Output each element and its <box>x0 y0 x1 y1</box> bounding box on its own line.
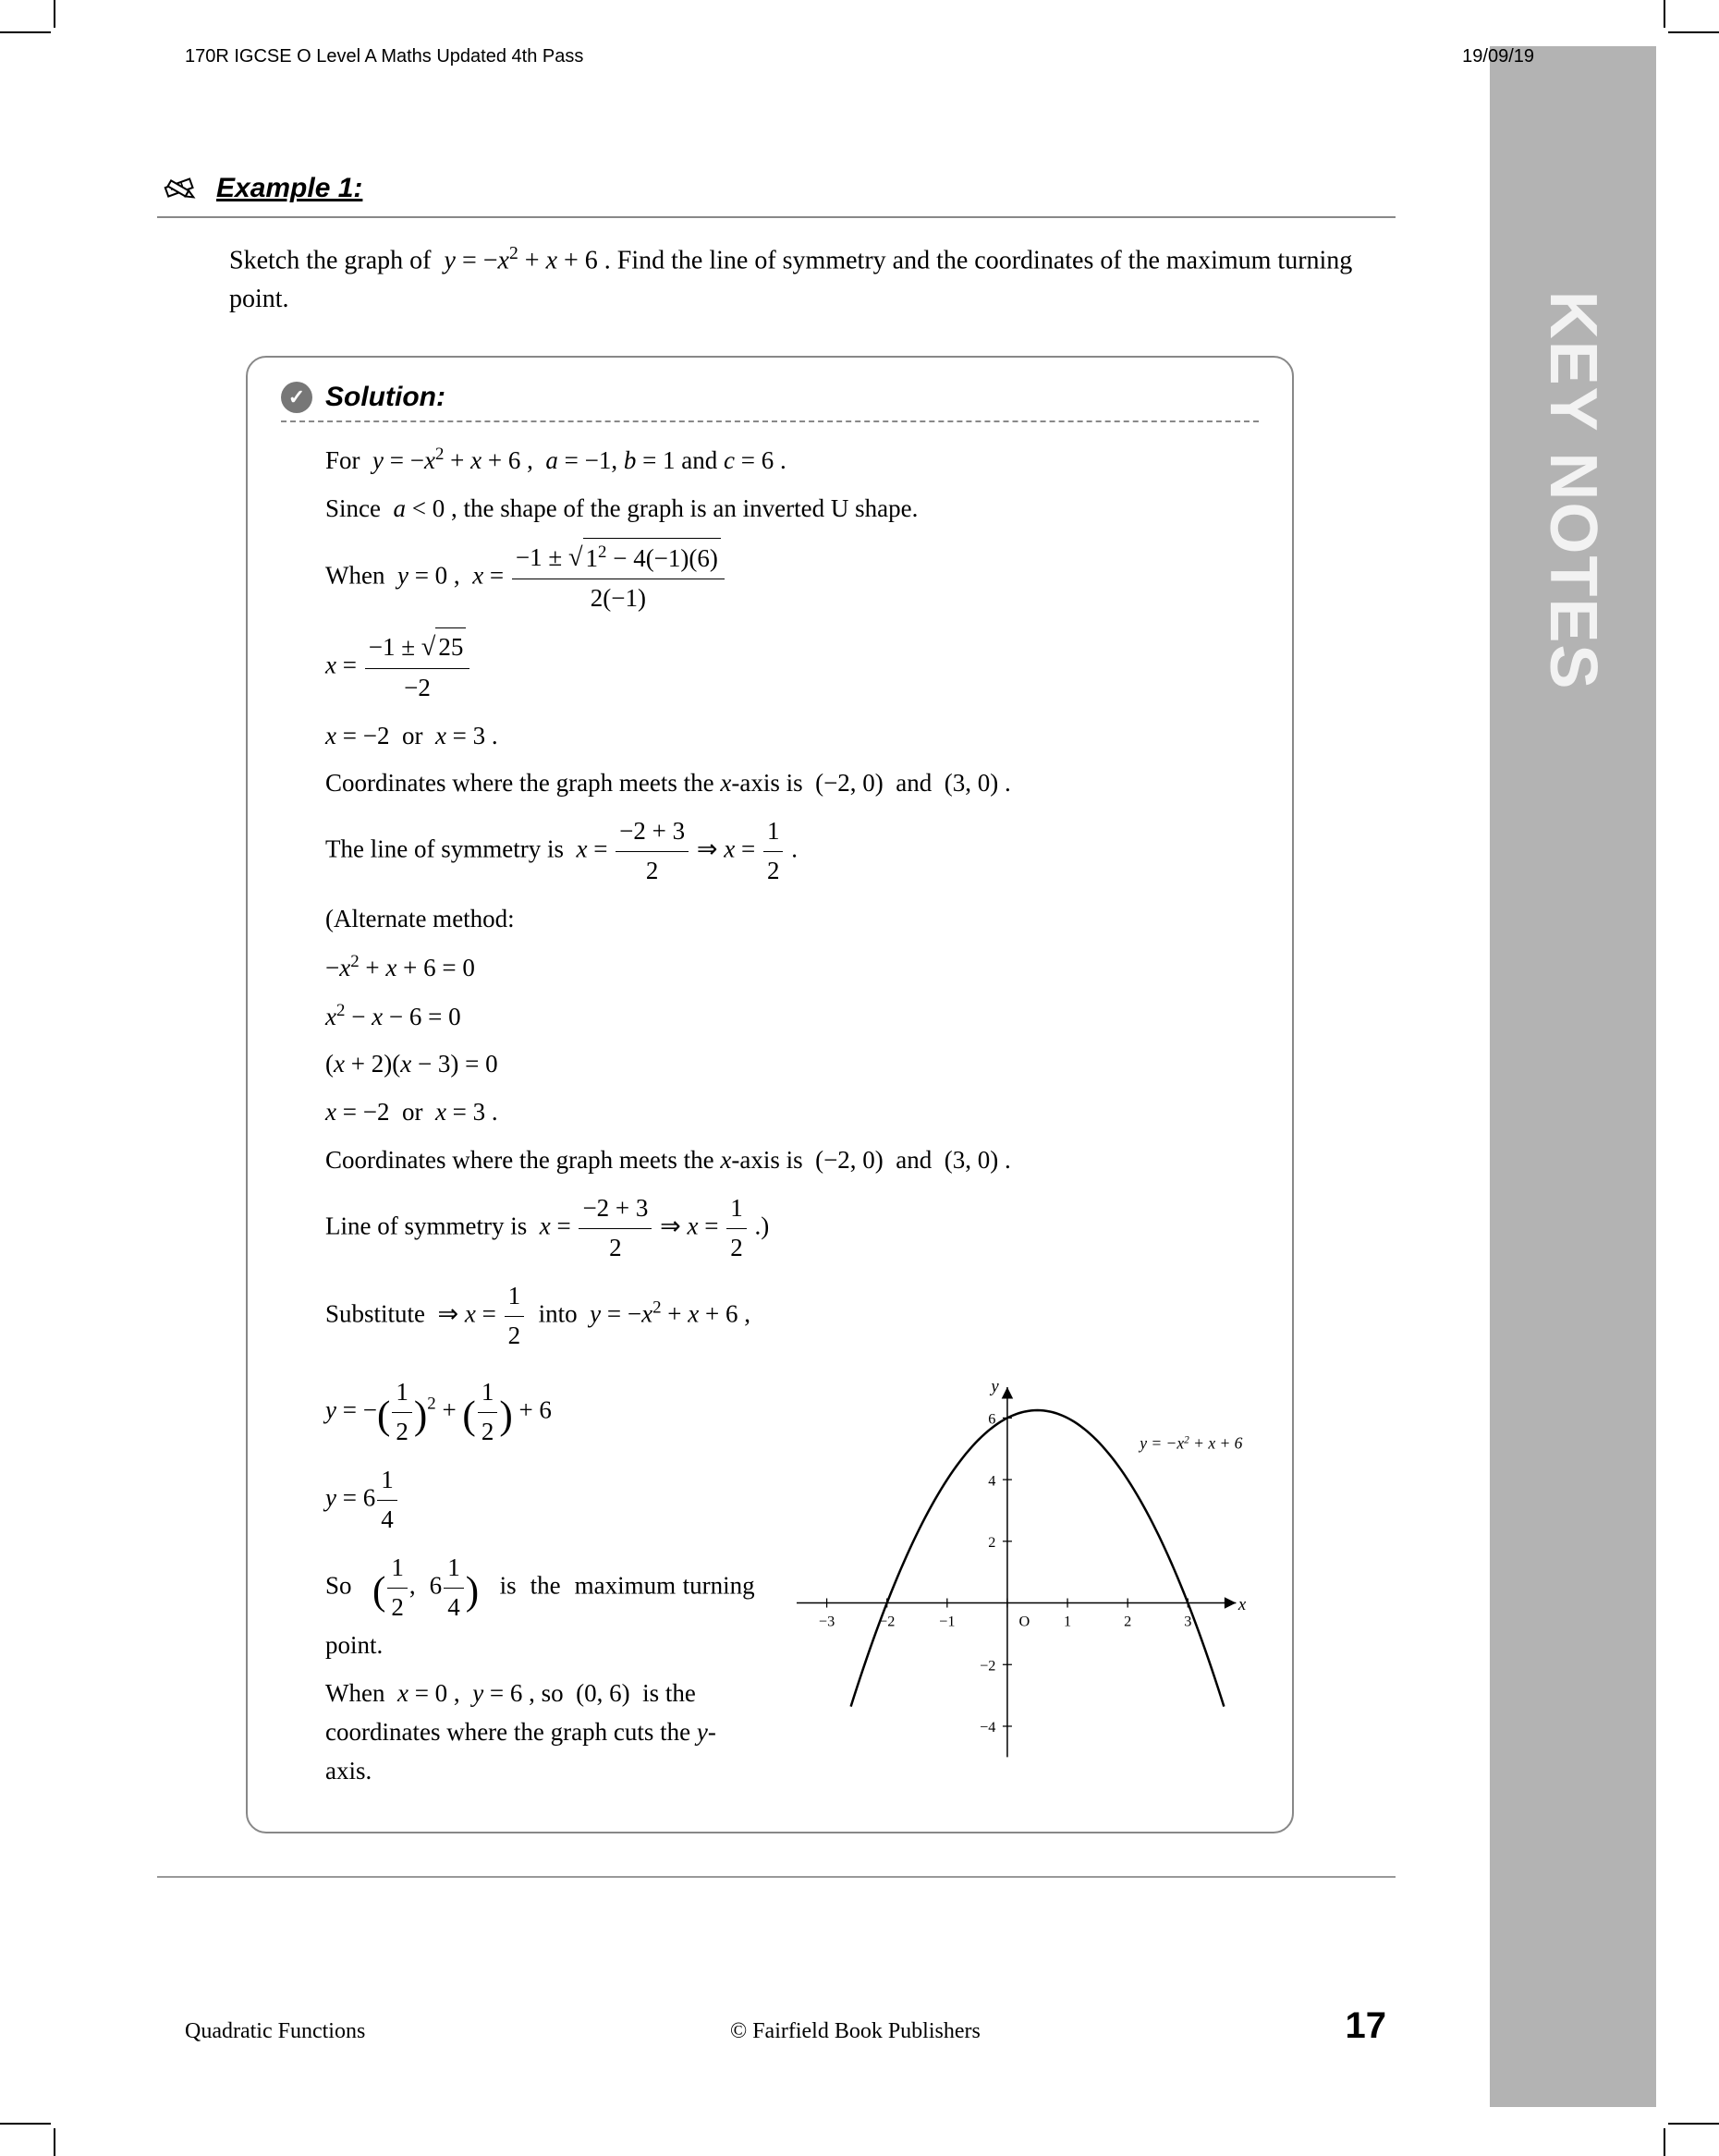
sol-line: For y = −x2 + x + 6 , a = −1, b = 1 and … <box>325 441 1259 481</box>
header-right: 19/09/19 <box>1462 46 1534 67</box>
crop-mark <box>1668 31 1719 33</box>
solution-title: Solution: <box>325 382 445 413</box>
sol-line: Coordinates where the graph meets the x-… <box>325 764 1259 803</box>
header-left: 170R IGCSE O Level A Maths Updated 4th P… <box>185 46 583 67</box>
sol-line: y = −(12)2 + (12) + 6 <box>325 1373 755 1452</box>
example-prompt: Sketch the graph of y = −x2 + x + 6 . Fi… <box>229 240 1396 319</box>
svg-text:−1: −1 <box>939 1614 955 1630</box>
crop-mark <box>1668 2123 1719 2125</box>
crop-mark <box>1664 0 1665 28</box>
check-icon: ✓ <box>281 382 312 413</box>
sol-line: x = −2 or x = 3 . <box>325 1093 1259 1132</box>
footer-center: © Fairfield Book Publishers <box>730 2019 981 2044</box>
svg-text:2: 2 <box>988 1534 995 1551</box>
crop-mark <box>54 0 55 28</box>
svg-text:x: x <box>1237 1595 1246 1614</box>
sol-line: Line of symmetry is x = −2 + 32 ⇒ x = 12… <box>325 1189 1259 1268</box>
svg-text:2: 2 <box>1124 1614 1131 1630</box>
solution-box: ✓ Solution: For y = −x2 + x + 6 , a = −1… <box>246 356 1294 1833</box>
crop-mark <box>0 2123 51 2125</box>
two-col: y = −(12)2 + (12) + 6 y = 614 So (12, 61… <box>325 1364 1259 1799</box>
pencil-ruler-icon <box>157 166 201 211</box>
separator <box>157 1876 1396 1878</box>
parabola-graph: −3−2−1123−4−2246Oxyy = −x2 + x + 6 <box>774 1364 1259 1780</box>
solution-header: ✓ Solution: <box>281 382 1259 422</box>
sol-line: When y = 0 , x = −1 ± √12 − 4(−1)(6) 2(−… <box>325 538 1259 618</box>
sol-line: x = −1 ± √25 −2 <box>325 627 1259 708</box>
sol-line: x = −2 or x = 3 . <box>325 717 1259 756</box>
page-footer: Quadratic Functions © Fairfield Book Pub… <box>185 2005 1386 2047</box>
svg-text:−4: −4 <box>980 1720 995 1736</box>
sol-line: y = 614 <box>325 1461 755 1540</box>
example-label: Example 1: <box>216 173 362 204</box>
svg-text:3: 3 <box>1184 1614 1191 1630</box>
svg-text:−3: −3 <box>819 1614 835 1630</box>
content-area: Example 1: Sketch the graph of y = −x2 +… <box>157 166 1396 1833</box>
svg-text:O: O <box>1018 1614 1030 1630</box>
example-heading: Example 1: <box>157 166 1396 218</box>
footer-left: Quadratic Functions <box>185 2019 365 2044</box>
page-header: 170R IGCSE O Level A Maths Updated 4th P… <box>185 46 1534 67</box>
sol-line: When x = 0 , y = 6 , so (0, 6) is the co… <box>325 1675 755 1791</box>
sol-line: The line of symmetry is x = −2 + 32 ⇒ x … <box>325 812 1259 891</box>
two-col-right: −3−2−1123−4−2246Oxyy = −x2 + x + 6 <box>774 1364 1259 1792</box>
sol-line: Substitute ⇒ x = 12 into y = −x2 + x + 6… <box>325 1277 1259 1356</box>
sol-line: Coordinates where the graph meets the x-… <box>325 1141 1259 1180</box>
side-tab: KEY NOTES <box>1490 46 1656 2107</box>
sol-line: Since a < 0 , the shape of the graph is … <box>325 490 1259 529</box>
svg-text:y: y <box>989 1377 999 1396</box>
crop-mark <box>1664 2128 1665 2156</box>
sol-line: x2 − x − 6 = 0 <box>325 997 1259 1037</box>
svg-text:y = −x2 + x + 6: y = −x2 + x + 6 <box>1138 1434 1242 1453</box>
two-col-left: y = −(12)2 + (12) + 6 y = 614 So (12, 61… <box>325 1364 755 1799</box>
svg-text:−2: −2 <box>980 1658 995 1675</box>
crop-mark <box>0 31 51 33</box>
sol-line: So (12, 614) is the maximum turning poin… <box>325 1549 755 1666</box>
sol-line: −x2 + x + 6 = 0 <box>325 948 1259 988</box>
crop-mark <box>54 2128 55 2156</box>
side-tab-label: KEY NOTES <box>1535 291 1611 691</box>
sol-line: (Alternate method: <box>325 900 1259 939</box>
sol-line: (x + 2)(x − 3) = 0 <box>325 1045 1259 1084</box>
solution-body: For y = −x2 + x + 6 , a = −1, b = 1 and … <box>281 441 1259 1799</box>
svg-text:1: 1 <box>1064 1614 1071 1630</box>
page-number: 17 <box>1346 2005 1387 2047</box>
svg-text:4: 4 <box>988 1473 995 1490</box>
